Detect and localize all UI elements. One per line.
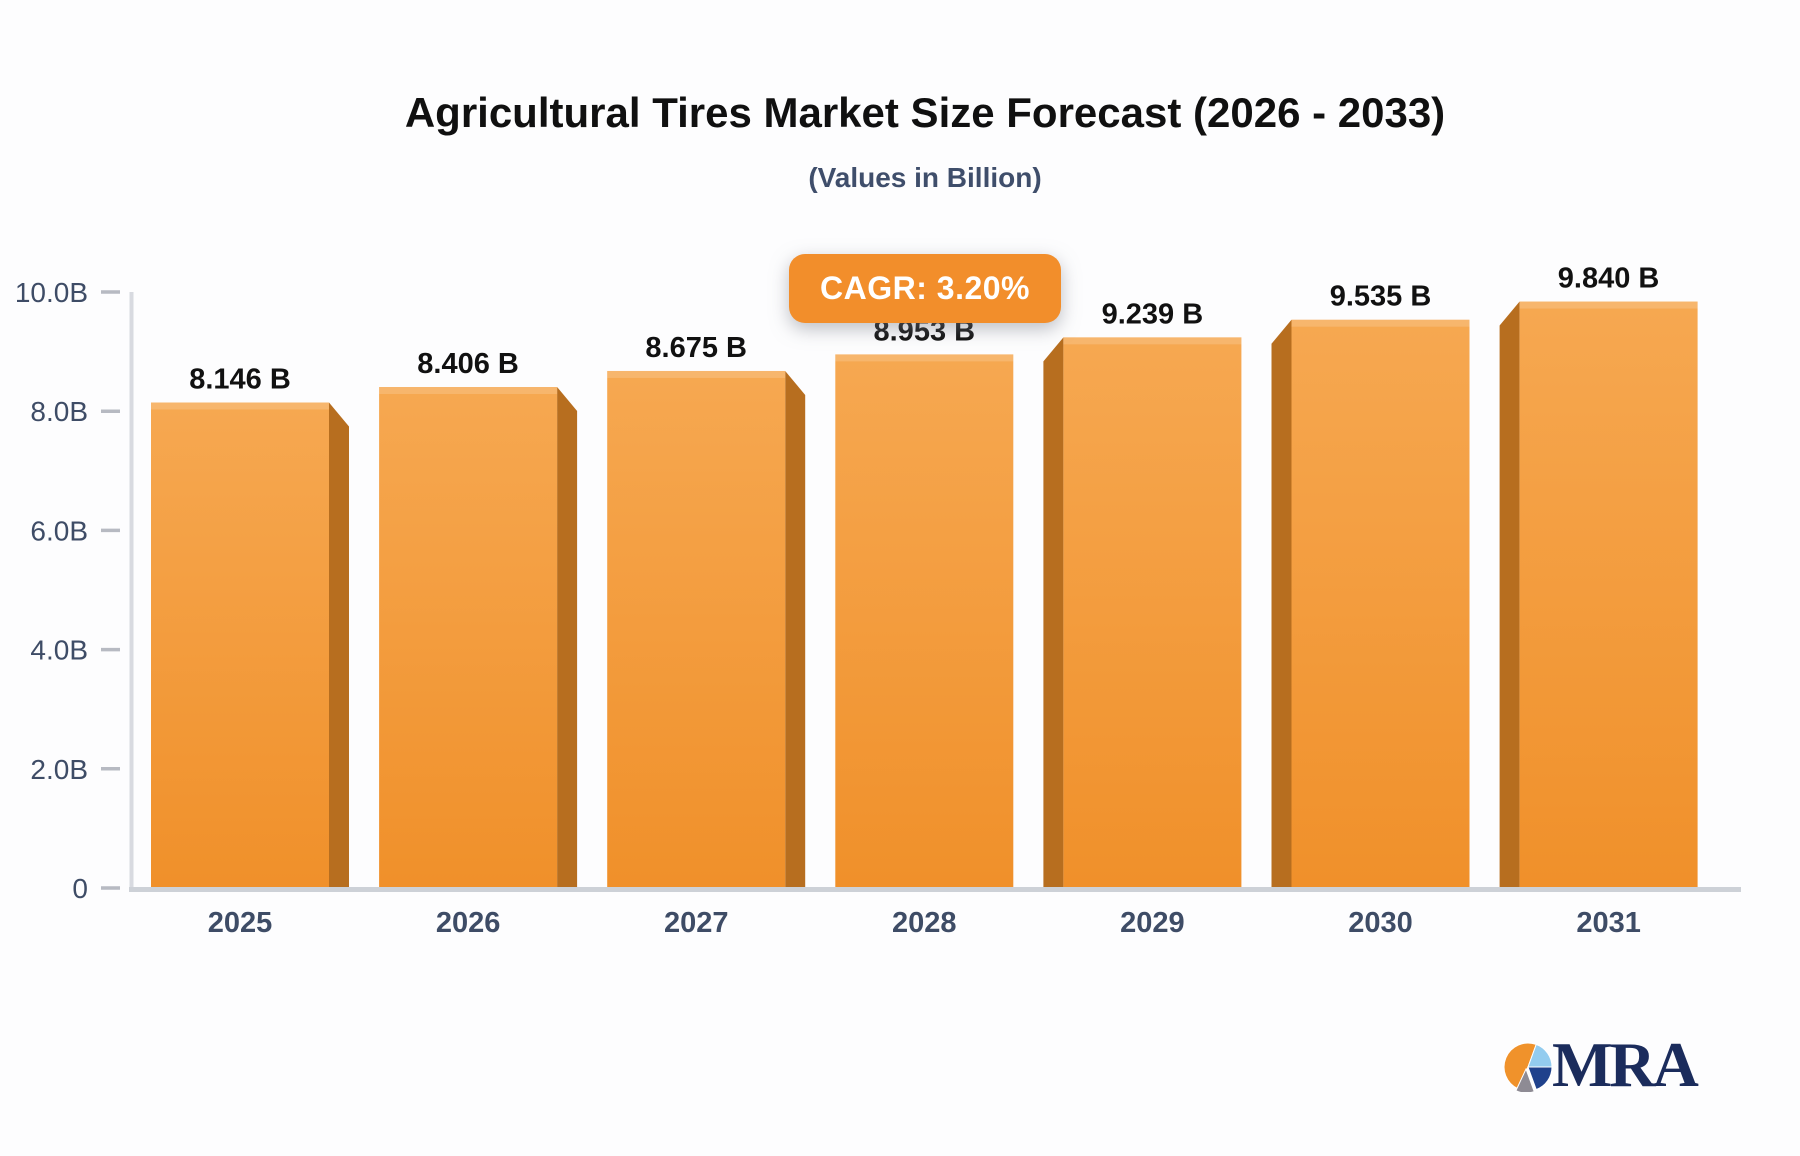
- x-axis-label: 2031: [1576, 907, 1641, 939]
- brand-logo: MRA: [1504, 1029, 1699, 1100]
- bar-2027: 8.675 B: [607, 332, 806, 889]
- bar-top-highlight: [1063, 337, 1242, 345]
- y-tick-label: 4.0B: [30, 635, 88, 666]
- cagr-badge: CAGR: 3.20%: [789, 254, 1061, 323]
- bar-value-label: 8.675 B: [645, 332, 747, 364]
- bar-front-face: [1063, 337, 1242, 888]
- bar-top-highlight: [1519, 301, 1698, 309]
- bar-side-face: [1271, 319, 1292, 888]
- bar-2025: 8.146 B: [151, 363, 349, 888]
- logo-slice-navy: [1527, 1066, 1553, 1091]
- bar-side-face: [557, 387, 578, 888]
- bar-value-label: 9.535 B: [1330, 281, 1432, 313]
- bar-top-highlight: [607, 370, 786, 378]
- bar-side-face: [785, 370, 806, 889]
- bar-top-highlight: [1291, 319, 1470, 327]
- y-tick-label: 8.0B: [30, 396, 88, 427]
- bar-front-face: [1519, 301, 1698, 888]
- brand-name: MRA: [1552, 1029, 1699, 1100]
- y-tick-label: 6.0B: [30, 515, 88, 546]
- chart-title: Agricultural Tires Market Size Forecast …: [404, 89, 1446, 136]
- x-axis-label: 2025: [208, 907, 273, 939]
- bar-side-face: [329, 402, 349, 888]
- x-axis-label: 2029: [1120, 907, 1185, 939]
- bar-value-label: 8.146 B: [189, 363, 291, 395]
- bar-2026: 8.406 B: [379, 348, 578, 888]
- y-tick-label: 10.0B: [15, 277, 88, 308]
- chart-subtitle: (Values in Billion): [808, 162, 1042, 193]
- bar-top-highlight: [151, 402, 329, 410]
- bar-side-face: [1499, 301, 1520, 888]
- bar-front-face: [151, 402, 329, 888]
- y-tick-label: 2.0B: [30, 754, 88, 785]
- bar-top-highlight: [379, 387, 558, 395]
- bar-side-face: [1043, 337, 1064, 888]
- bar-top-highlight: [835, 354, 1014, 362]
- bar-front-face: [379, 387, 558, 888]
- x-axis-label: 2030: [1348, 907, 1413, 939]
- x-axis-label: 2028: [892, 907, 957, 939]
- bar-front-face: [607, 370, 786, 889]
- x-axis-label: 2026: [436, 907, 501, 939]
- bar-2031: 9.840 B: [1499, 263, 1698, 888]
- bar-front-face: [1291, 319, 1470, 888]
- bar-value-label: 9.239 B: [1102, 298, 1204, 330]
- x-axis-label: 2027: [664, 907, 729, 939]
- bar-value-label: 9.840 B: [1558, 263, 1660, 295]
- logo-slice-orange: [1504, 1042, 1537, 1090]
- bar-2030: 9.535 B: [1271, 281, 1470, 888]
- pie-chart-logo-icon: [1504, 1042, 1553, 1092]
- logo-slice-gray: [1515, 1067, 1535, 1092]
- bar-2029: 9.239 B: [1043, 298, 1242, 888]
- y-tick-label: 0: [72, 873, 88, 904]
- bar-value-label: 8.406 B: [417, 348, 519, 380]
- bar-2028: 8.953 B: [835, 315, 1014, 888]
- bar-front-face: [835, 354, 1014, 888]
